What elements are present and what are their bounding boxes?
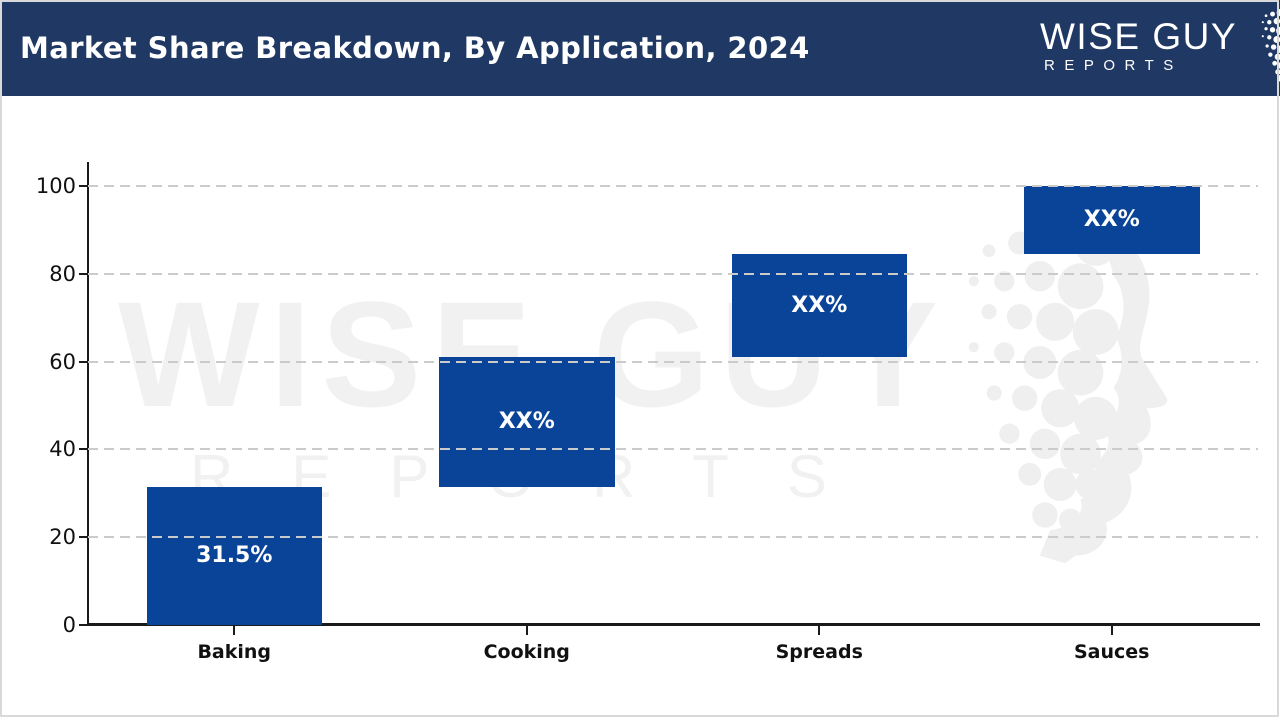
gridline-20	[88, 536, 1258, 539]
y-tick-mark	[79, 272, 88, 275]
x-tick-mark	[233, 626, 236, 635]
x-tick-mark	[1110, 626, 1113, 635]
bar-cooking	[439, 357, 615, 487]
bar-value-label: 31.5%	[196, 542, 273, 568]
brand-logo: WISE GUY REPORTS	[1040, 8, 1280, 84]
brand-dotted-head-icon	[1261, 8, 1280, 83]
y-axis-line	[87, 162, 89, 626]
bar-baking	[146, 486, 322, 625]
gridline-40	[88, 448, 1258, 451]
y-tick-mark	[79, 448, 88, 451]
y-tick-label: 40	[49, 437, 76, 462]
bar-value-label: XX%	[791, 292, 848, 318]
x-tick-mark	[818, 626, 821, 635]
category-label-sauces: Sauces	[1074, 641, 1150, 663]
gridline-60	[88, 360, 1258, 363]
category-label-baking: Baking	[197, 641, 272, 663]
brand-reports-text: REPORTS	[1044, 57, 1183, 74]
y-tick-label: 80	[49, 261, 76, 286]
x-tick-mark	[525, 626, 528, 635]
bar-value-label: XX%	[498, 408, 555, 434]
gridline-80	[88, 272, 1258, 275]
y-tick-mark	[79, 624, 88, 626]
y-tick-label: 0	[62, 613, 76, 637]
x-axis-line	[87, 623, 1260, 626]
brand-text: WISE GUY REPORTS	[1040, 17, 1237, 75]
category-label-spreads: Spreads	[775, 641, 863, 663]
bar-value-label: XX%	[1083, 207, 1140, 233]
brand-wordmark: WISE GUY	[1040, 16, 1238, 57]
y-tick-label: 100	[35, 174, 76, 198]
y-tick-mark	[79, 185, 88, 187]
bar-spreads	[731, 254, 907, 358]
category-label-cooking: Cooking	[483, 641, 570, 663]
y-tick-label: 20	[49, 525, 76, 550]
y-tick-label: 60	[49, 349, 76, 374]
y-tick-mark	[79, 536, 88, 539]
page-title: Market Share Breakdown, By Application, …	[20, 31, 810, 65]
y-tick-mark	[79, 360, 88, 363]
header-bar: Market Share Breakdown, By Application, …	[0, 0, 1280, 96]
gridline-100	[88, 185, 1258, 187]
